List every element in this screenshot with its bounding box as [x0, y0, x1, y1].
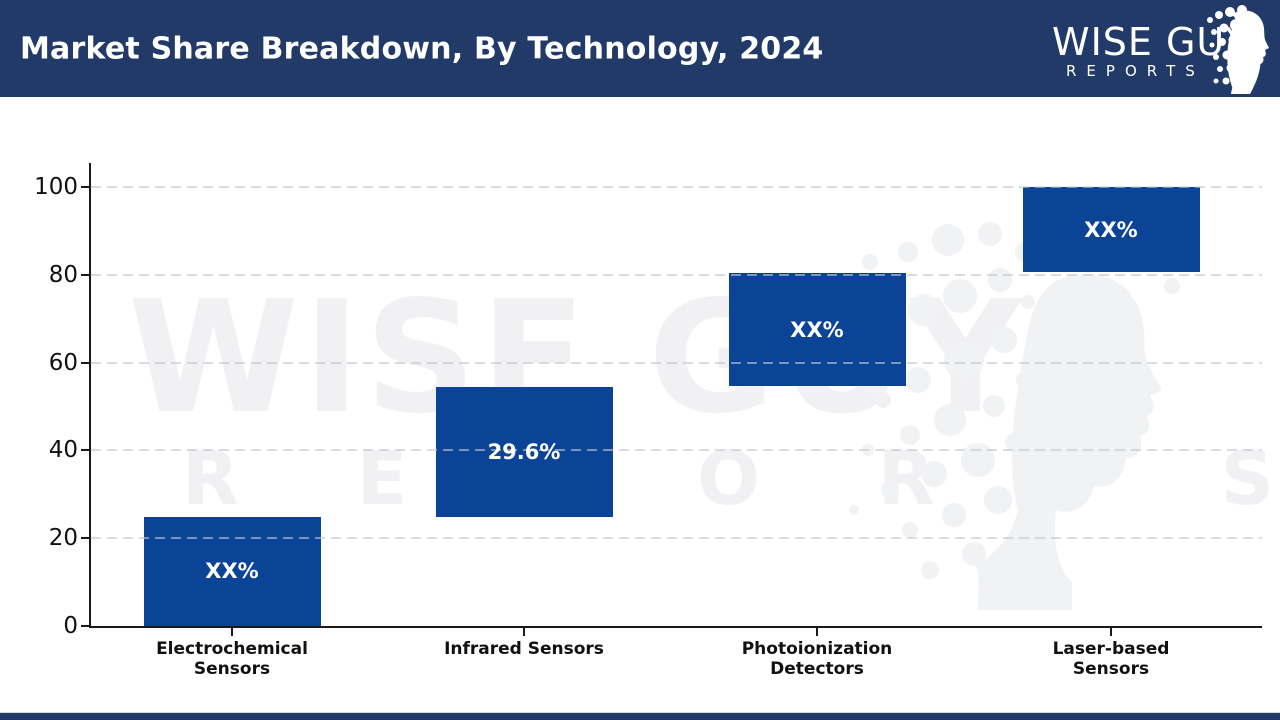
bar-value-label: XX% [790, 317, 844, 342]
y-tick-0 [81, 625, 89, 627]
header-banner: Market Share Breakdown, By Technology, 2… [0, 0, 1280, 97]
footer-bar [0, 713, 1280, 720]
y-axis-line [89, 163, 91, 628]
x-tick [231, 628, 233, 636]
x-category-label: Laser-based Sensors [1052, 639, 1170, 679]
bar-segment [143, 516, 321, 626]
y-tick-label-60: 60 [48, 349, 78, 376]
x-tick [523, 628, 525, 636]
x-tick [1110, 628, 1112, 636]
x-category-label: Electrochemical Sensors [156, 639, 308, 679]
y-tick-60 [81, 361, 89, 364]
wise-guy-reports-logo: WISE GUY REPORTS [1020, 0, 1270, 97]
y-tick-label-80: 80 [48, 261, 78, 288]
y-tick-label-40: 40 [48, 437, 78, 464]
bar-segment [1022, 187, 1200, 273]
bar-value-label: XX% [1084, 217, 1138, 242]
gridline-100 [91, 186, 1262, 188]
y-tick-80 [81, 273, 89, 276]
x-tick [816, 628, 818, 636]
gridline-40 [91, 449, 1262, 452]
bar-segment [435, 386, 613, 517]
x-category-label: Infrared Sensors [444, 639, 604, 659]
bar-value-label: XX% [205, 559, 259, 584]
chart-title: Market Share Breakdown, By Technology, 2… [20, 31, 824, 66]
bar-value-label: 29.6% [487, 439, 561, 464]
y-tick-label-0: 0 [63, 613, 78, 639]
footer-divider [0, 712, 1280, 713]
y-tick-100 [81, 186, 89, 188]
x-category-label: Photoionization Detectors [741, 639, 893, 679]
y-tick-40 [81, 449, 89, 452]
gridline-60 [91, 361, 1262, 364]
bar-segment [728, 273, 906, 387]
gridline-20 [91, 537, 1262, 540]
y-tick-label-20: 20 [48, 525, 78, 552]
x-axis-line [89, 626, 1262, 628]
logo-head-icon [1207, 5, 1269, 94]
y-tick-label-100: 100 [34, 174, 78, 200]
logo-reports-text: REPORTS [1066, 62, 1205, 80]
gridline-80 [91, 273, 1262, 276]
y-tick-20 [81, 537, 89, 540]
